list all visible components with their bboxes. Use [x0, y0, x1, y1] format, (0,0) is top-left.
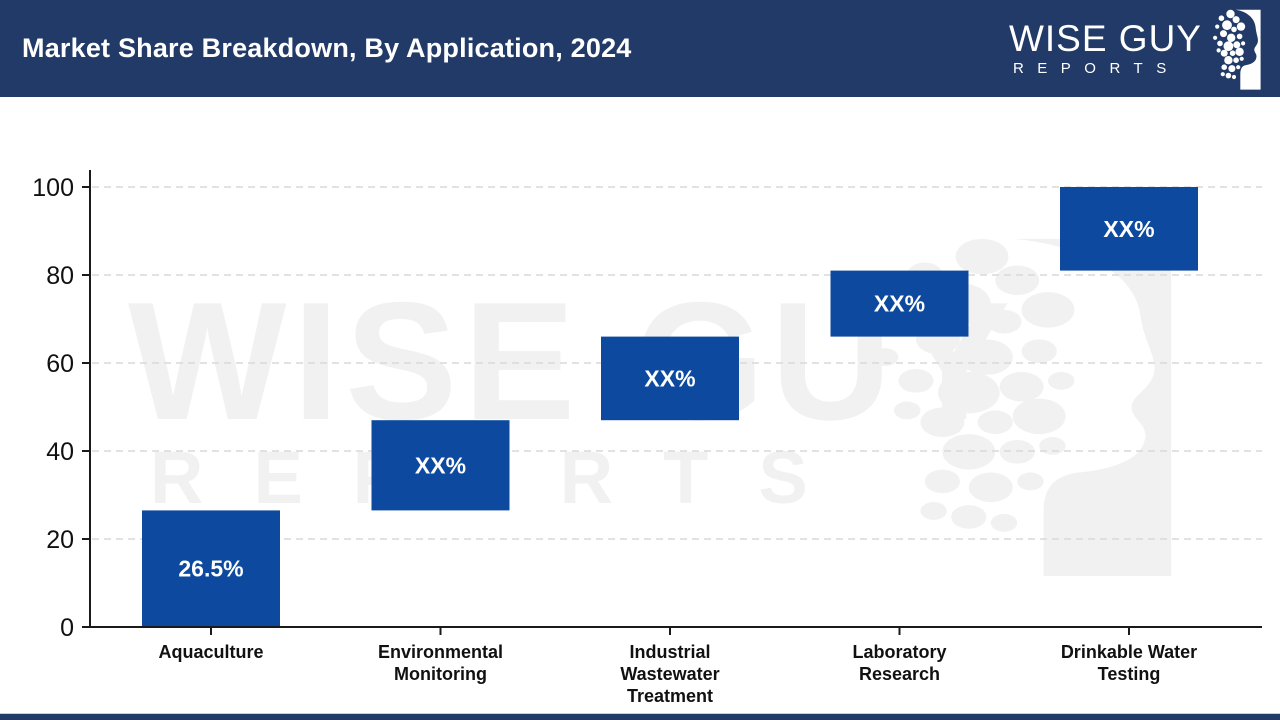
y-tick-label-80: 80	[46, 262, 74, 290]
bar-label-environmental-monitoring: XX%	[415, 452, 466, 478]
logo-text: WISE GUY REPORTS	[1008, 17, 1202, 77]
y-tick-label-0: 0	[60, 614, 74, 642]
category-label-industrial-wastewater-treatment: Industrial Wastewater Treatment	[620, 642, 720, 706]
bar-laboratory-research	[830, 270, 969, 337]
chart-area: WISE GUY REPORTS 26.5%XX%XX%XX%XX%020406…	[0, 97, 1280, 713]
y-tick-label-40: 40	[46, 438, 74, 466]
wiseguy-logo: WISE GUY REPORTS	[1009, 7, 1266, 91]
category-label-laboratory-research: Laboratory Research	[852, 642, 947, 684]
bar-industrial-wastewater-treatment	[601, 336, 739, 421]
header-banner: Market Share Breakdown, By Application, …	[0, 0, 1280, 97]
bar-label-drinkable-water-testing: XX%	[1103, 216, 1154, 242]
bar-environmental-monitoring	[371, 420, 510, 511]
footer-bar	[0, 713, 1280, 720]
bar-drinkable-water-testing	[1060, 187, 1198, 271]
page-title: Market Share Breakdown, By Application, …	[22, 33, 632, 63]
y-tick-label-20: 20	[46, 526, 74, 554]
category-label-drinkable-water-testing: Drinkable Water Testing	[1060, 642, 1198, 684]
bar-label-laboratory-research: XX%	[874, 291, 925, 317]
market-share-chart: 26.5% XX% XX% XX% XX% 0 20 40 60 80 100	[32, 170, 1262, 642]
category-label-environmental-monitoring: Environmental Monitoring	[377, 642, 504, 684]
bar-label-industrial-wastewater-treatment: XX%	[644, 365, 695, 391]
y-tick-label-60: 60	[46, 350, 74, 378]
logo-name: WISE GUY	[1008, 17, 1202, 59]
bar-aquaculture	[142, 510, 280, 627]
logo-tagline: REPORTS	[1012, 59, 1180, 77]
bar-label-aquaculture: 26.5%	[178, 556, 243, 582]
category-label-aquaculture: Aquaculture	[158, 642, 264, 662]
y-tick-label-100: 100	[32, 174, 74, 202]
